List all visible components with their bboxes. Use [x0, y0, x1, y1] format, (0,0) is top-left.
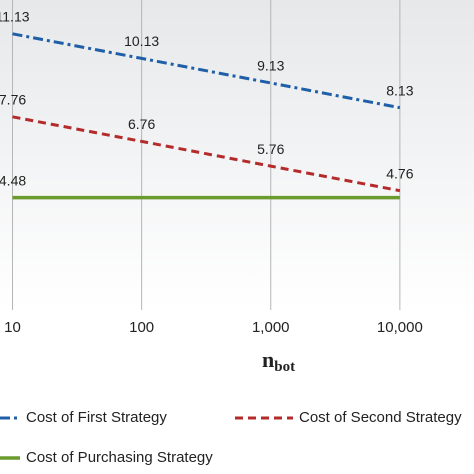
x-tick-label: 10,000	[377, 319, 423, 336]
data-label: 11.13	[0, 8, 30, 24]
data-label: 4.76	[386, 165, 413, 181]
legend: Cost of First Strategy Cost of Second Str…	[0, 409, 462, 466]
data-label: 4.48	[0, 172, 26, 188]
x-tick-label: 100	[129, 319, 154, 336]
data-label: 7.76	[0, 91, 26, 107]
x-tick-label: 10	[4, 319, 21, 336]
series-line	[12, 32, 401, 110]
plot-background	[0, 0, 474, 310]
legend-label: Cost of First Strategy	[26, 409, 167, 426]
x-tick-label: 1,000	[252, 319, 290, 336]
data-label: 8.13	[386, 82, 413, 98]
legend-label: Cost of Second Strategy	[299, 409, 462, 426]
lines	[12, 32, 401, 200]
x-axis-title: nbot	[262, 347, 295, 375]
legend-label: Cost of Purchasing Strategy	[26, 449, 213, 466]
labels: 10 100 1,000 10,000 11.13 10.13 9.13 8.13 7.76 6.…	[0, 8, 423, 336]
grid	[12, 0, 401, 310]
data-label: 10.13	[124, 33, 159, 49]
data-label: 6.76	[128, 116, 155, 132]
data-label: 5.76	[257, 141, 284, 157]
series-line	[12, 115, 401, 193]
data-label: 9.13	[257, 58, 284, 74]
